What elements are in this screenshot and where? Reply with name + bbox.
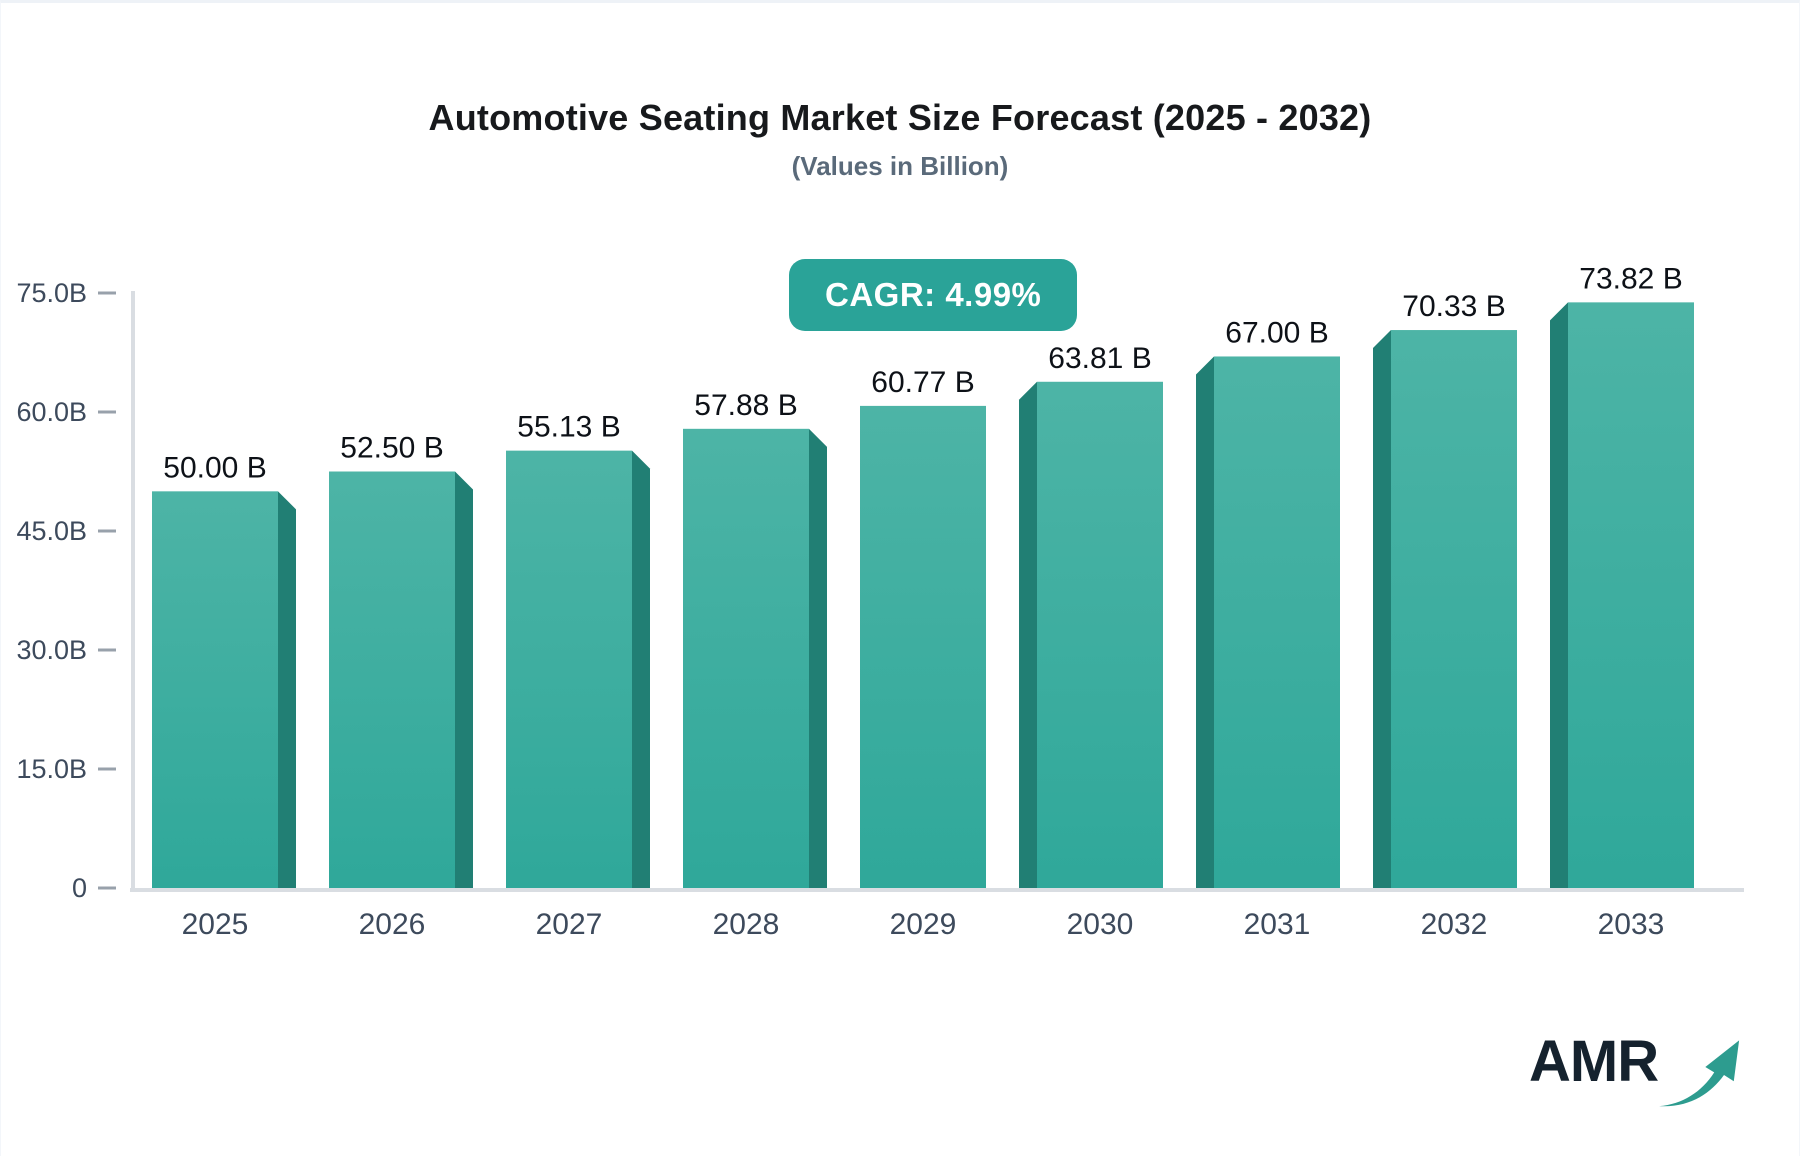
bar: [1391, 330, 1517, 888]
bar: [1037, 381, 1163, 888]
chart-subtitle: (Values in Billion): [791, 151, 1009, 181]
bar-value-label: 70.33 B: [1402, 290, 1505, 323]
x-axis-label: 2028: [713, 908, 780, 941]
y-axis-tick-label: 60.0B: [16, 397, 87, 427]
brand-logo-text: AMR: [1529, 1029, 1659, 1094]
bar-side-facet: [455, 471, 473, 888]
bar-value-label: 60.77 B: [871, 366, 974, 399]
y-axis-tick-label: 75.0B: [16, 278, 87, 308]
bar-side-facet: [1019, 381, 1037, 888]
bar-value-label: 63.81 B: [1048, 342, 1151, 375]
growth-arrow-icon: [1659, 1040, 1740, 1107]
bar-value-label: 57.88 B: [694, 389, 797, 422]
bar: [860, 405, 986, 888]
bar-side-facet: [1550, 302, 1568, 888]
x-axis-label: 2031: [1244, 908, 1311, 941]
bar: [683, 428, 809, 888]
bar-side-facet: [278, 491, 296, 888]
bar-value-label: 52.50 B: [340, 432, 443, 465]
x-axis-label: 2027: [536, 908, 603, 941]
bar-value-label: 67.00 B: [1225, 316, 1328, 349]
bar-chart: 0 15.0B 30.0B 45.0B 60.0B 75.0B 50.00 B 2025 52.…: [16, 262, 1744, 941]
bar: [506, 450, 632, 888]
bar-side-facet: [809, 428, 827, 888]
bar-value-label: 55.13 B: [517, 411, 620, 444]
x-axis-label: 2030: [1067, 908, 1134, 941]
chart-title: Automotive Seating Market Size Forecast …: [428, 97, 1372, 138]
bar-value-label: 73.82 B: [1579, 262, 1682, 295]
bar-side-facet: [1373, 330, 1391, 888]
y-axis-tick-label: 30.0B: [16, 635, 87, 665]
brand-logo: AMR: [1529, 1033, 1750, 1115]
bar-side-facet: [632, 450, 650, 888]
x-axis-label: 2029: [890, 908, 957, 941]
bar: [329, 471, 455, 888]
bar: [152, 491, 278, 888]
bar-value-label: 50.00 B: [163, 451, 266, 484]
bar-side-facet: [1196, 356, 1214, 888]
x-axis-label: 2025: [182, 908, 249, 941]
y-axis-tick-label: 45.0B: [16, 516, 87, 546]
bar: [1214, 356, 1340, 888]
y-axis-tick-label: 15.0B: [16, 754, 87, 784]
x-axis-label: 2033: [1598, 908, 1665, 941]
bar: [1568, 302, 1694, 888]
y-axis-tick-label: 0: [72, 873, 87, 903]
cagr-badge: CAGR: 4.99%: [789, 259, 1078, 331]
x-axis-label: 2026: [359, 908, 426, 941]
x-axis-label: 2032: [1421, 908, 1488, 941]
